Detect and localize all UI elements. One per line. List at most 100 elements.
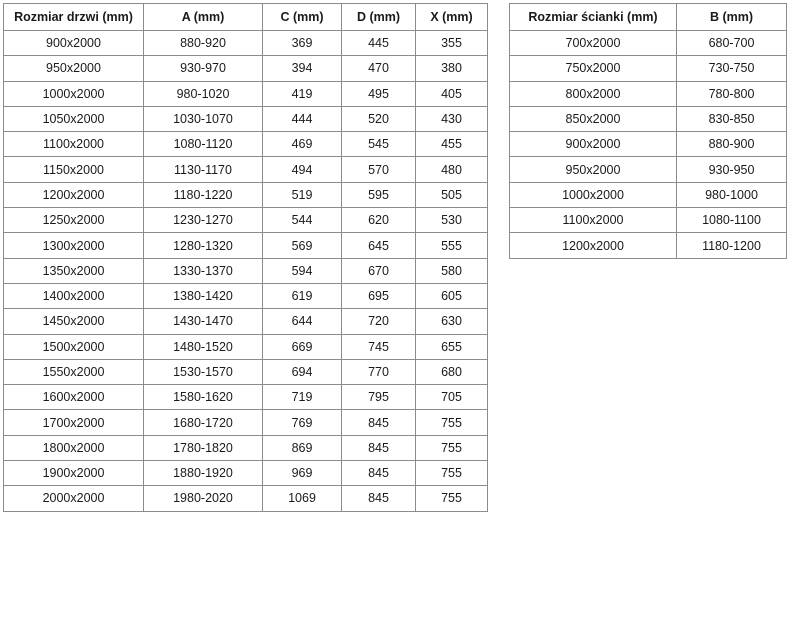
data-cell: 755 [415,434,488,462]
data-cell: 845 [341,485,416,512]
table-row: 1400x2000 1380-1420 619 695 605 [3,282,488,310]
row-label-cell: 1450x2000 [3,308,144,335]
data-cell: 845 [341,434,416,462]
data-cell: 555 [415,232,488,259]
data-cell: 455 [415,131,488,158]
row-label-cell: 950x2000 [3,55,144,82]
data-cell: 869 [262,434,342,462]
column-header: B (mm) [676,3,787,31]
row-label-cell: 900x2000 [509,131,677,158]
row-label-cell: 1550x2000 [3,358,144,386]
data-cell: 1330-1370 [143,257,263,284]
data-cell: 1430-1470 [143,308,263,335]
data-cell: 595 [341,181,416,209]
row-label-cell: 1150x2000 [3,156,144,183]
data-cell: 519 [262,181,342,209]
row-label-cell: 1600x2000 [3,384,144,411]
row-label-cell: 1400x2000 [3,282,144,310]
data-cell: 680 [415,358,488,386]
data-cell: 719 [262,384,342,411]
data-cell: 1580-1620 [143,384,263,411]
row-label-cell: 1100x2000 [509,207,677,234]
table-row: 1500x2000 1480-1520 669 745 655 [3,333,488,360]
data-cell: 495 [341,80,416,107]
door-size-table: Rozmiar drzwi (mm) A (mm) C (mm) D (mm) X (m… [3,3,488,512]
wall-size-table-header: Rozmiar ścianki (mm) B (mm) [509,3,787,31]
data-cell: 480 [415,156,488,183]
row-label-cell: 1350x2000 [3,257,144,284]
table-row: 1200x2000 1180-1200 [509,232,787,259]
data-cell: 845 [341,409,416,436]
data-cell: 1069 [262,485,342,512]
data-cell: 520 [341,105,416,133]
data-cell: 570 [341,156,416,183]
data-cell: 720 [341,308,416,335]
table-row: 950x2000 930-950 [509,156,787,183]
row-label-cell: 1200x2000 [509,232,677,259]
door-size-table-header: Rozmiar drzwi (mm) A (mm) C (mm) D (mm) X (m… [3,3,488,31]
data-cell: 845 [341,460,416,487]
table-row: 1350x2000 1330-1370 594 670 580 [3,257,488,284]
data-cell: 530 [415,207,488,234]
table-row: 1000x2000 980-1020 419 495 405 [3,80,488,107]
data-cell: 1680-1720 [143,409,263,436]
column-header: Rozmiar ścianki (mm) [509,3,677,31]
data-cell: 545 [341,131,416,158]
table-header-row: Rozmiar drzwi (mm) A (mm) C (mm) D (mm) X (m… [3,3,488,31]
table-row: 2000x2000 1980-2020 1069 845 755 [3,485,488,512]
data-cell: 669 [262,333,342,360]
table-row: 1700x2000 1680-1720 769 845 755 [3,409,488,436]
row-label-cell: 1100x2000 [3,131,144,158]
data-cell: 695 [341,282,416,310]
row-label-cell: 700x2000 [509,29,677,57]
data-cell: 419 [262,80,342,107]
data-cell: 620 [341,207,416,234]
row-label-cell: 1800x2000 [3,434,144,462]
table-row: 800x2000 780-800 [509,80,787,107]
row-label-cell: 1000x2000 [3,80,144,107]
data-cell: 644 [262,308,342,335]
data-cell: 394 [262,55,342,82]
table-row: 700x2000 680-700 [509,29,787,57]
data-cell: 1230-1270 [143,207,263,234]
row-label-cell: 1000x2000 [509,181,677,209]
table-row: 1250x2000 1230-1270 544 620 530 [3,207,488,234]
column-header: D (mm) [341,3,416,31]
data-cell: 880-900 [676,131,787,158]
data-cell: 645 [341,232,416,259]
data-cell: 470 [341,55,416,82]
row-label-cell: 2000x2000 [3,485,144,512]
column-header: A (mm) [143,3,263,31]
data-cell: 444 [262,105,342,133]
column-header: Rozmiar drzwi (mm) [3,3,144,31]
wall-size-table: Rozmiar ścianki (mm) B (mm) 700x2000 680-7… [509,3,787,259]
data-cell: 380 [415,55,488,82]
row-label-cell: 1500x2000 [3,333,144,360]
table-row: 1000x2000 980-1000 [509,181,787,209]
table-row: 1800x2000 1780-1820 869 845 755 [3,434,488,462]
data-cell: 469 [262,131,342,158]
table-row: 850x2000 830-850 [509,105,787,133]
data-cell: 1080-1120 [143,131,263,158]
data-cell: 780-800 [676,80,787,107]
row-label-cell: 1700x2000 [3,409,144,436]
data-cell: 630 [415,308,488,335]
data-cell: 505 [415,181,488,209]
data-cell: 694 [262,358,342,386]
table-row: 1450x2000 1430-1470 644 720 630 [3,308,488,335]
data-cell: 494 [262,156,342,183]
row-label-cell: 850x2000 [509,105,677,133]
column-header: X (mm) [415,3,488,31]
data-cell: 980-1000 [676,181,787,209]
data-cell: 1180-1200 [676,232,787,259]
data-cell: 1280-1320 [143,232,263,259]
wall-size-table-body: 700x2000 680-700 750x2000 730-750 800x2000 78… [509,29,787,259]
row-label-cell: 1250x2000 [3,207,144,234]
row-label-cell: 1050x2000 [3,105,144,133]
data-cell: 755 [415,485,488,512]
data-cell: 445 [341,29,416,57]
row-label-cell: 750x2000 [509,55,677,82]
table-row: 1300x2000 1280-1320 569 645 555 [3,232,488,259]
data-cell: 1380-1420 [143,282,263,310]
